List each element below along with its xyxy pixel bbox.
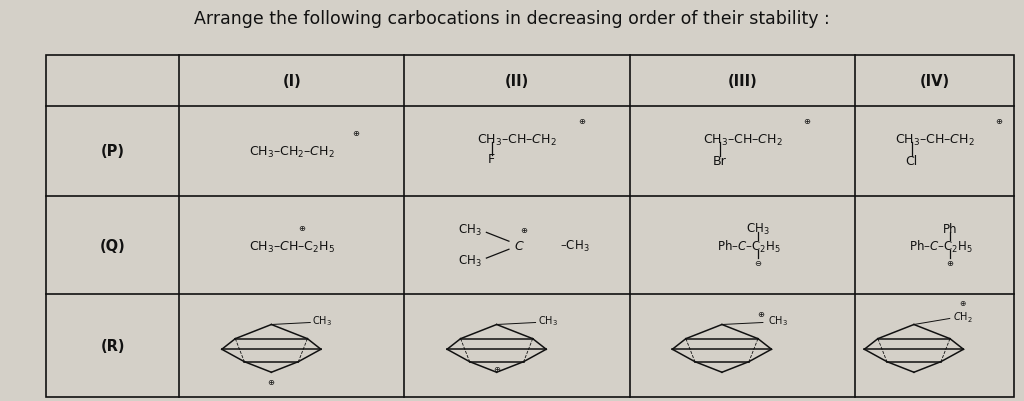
Text: Ph–$\overset{}{C}$–C$_2$H$_5$: Ph–$\overset{}{C}$–C$_2$H$_5$ bbox=[909, 237, 973, 254]
Text: CH$_3$–CH–$\overset{}{C}$H$_2$: CH$_3$–CH–$\overset{}{C}$H$_2$ bbox=[895, 131, 974, 148]
Text: $\oplus$: $\oplus$ bbox=[298, 223, 306, 233]
Text: CH$_3$: CH$_3$ bbox=[312, 314, 333, 328]
Text: $\oplus$: $\oplus$ bbox=[267, 377, 275, 386]
Text: $\oplus$: $\oplus$ bbox=[352, 128, 360, 138]
Text: CH$_3$: CH$_3$ bbox=[458, 253, 481, 268]
Text: F: F bbox=[488, 153, 495, 166]
Text: Br: Br bbox=[713, 155, 727, 168]
Text: CH$_3$: CH$_3$ bbox=[458, 223, 481, 238]
Text: CH$_3$: CH$_3$ bbox=[768, 314, 788, 328]
Text: Ph: Ph bbox=[942, 222, 957, 235]
Text: (IV): (IV) bbox=[920, 74, 949, 89]
Text: $\oplus$: $\oplus$ bbox=[994, 117, 1004, 126]
Text: –CH$_3$: –CH$_3$ bbox=[560, 238, 590, 253]
Text: (Q): (Q) bbox=[99, 238, 126, 253]
Text: (III): (III) bbox=[727, 74, 758, 89]
Text: $\oplus$: $\oplus$ bbox=[803, 117, 811, 126]
Text: $\oplus$: $\oplus$ bbox=[959, 298, 967, 307]
Text: $\ominus$: $\ominus$ bbox=[754, 258, 762, 267]
Text: CH$_3$–CH$_2$–$\overset{}{C}$H$_2$: CH$_3$–CH$_2$–$\overset{}{C}$H$_2$ bbox=[249, 143, 335, 160]
Text: Arrange the following carbocations in decreasing order of their stability :: Arrange the following carbocations in de… bbox=[195, 10, 829, 28]
Text: CH$_3$–$\overset{}{C}$H–C$_2$H$_5$: CH$_3$–$\overset{}{C}$H–C$_2$H$_5$ bbox=[249, 237, 335, 254]
Text: CH$_3$: CH$_3$ bbox=[538, 314, 558, 328]
Bar bbox=[46, 56, 1014, 397]
Text: CH$_3$–CH–$\overset{}{C}$H$_2$: CH$_3$–CH–$\overset{}{C}$H$_2$ bbox=[477, 131, 557, 148]
Text: CH$_3$: CH$_3$ bbox=[745, 221, 770, 236]
Text: $\overset{}{C}$: $\overset{}{C}$ bbox=[514, 238, 524, 253]
Text: $\oplus$: $\oplus$ bbox=[520, 225, 528, 234]
Text: (II): (II) bbox=[505, 74, 529, 89]
Text: (P): (P) bbox=[100, 144, 125, 159]
Text: $\oplus$: $\oplus$ bbox=[493, 364, 501, 373]
Text: $\oplus$: $\oplus$ bbox=[757, 309, 765, 318]
Text: CH$_3$–CH–$\overset{}{C}$H$_2$: CH$_3$–CH–$\overset{}{C}$H$_2$ bbox=[702, 131, 782, 148]
Text: $\oplus$: $\oplus$ bbox=[578, 117, 586, 126]
Text: $\oplus$: $\oplus$ bbox=[945, 258, 954, 267]
Text: (R): (R) bbox=[100, 338, 125, 353]
Text: (I): (I) bbox=[283, 74, 301, 89]
Text: Ph–$\overset{}{C}$–C$_2$H$_5$: Ph–$\overset{}{C}$–C$_2$H$_5$ bbox=[717, 237, 780, 254]
Text: $\overset{}{C}$H$_2$: $\overset{}{C}$H$_2$ bbox=[952, 309, 973, 324]
Text: Cl: Cl bbox=[906, 155, 918, 168]
